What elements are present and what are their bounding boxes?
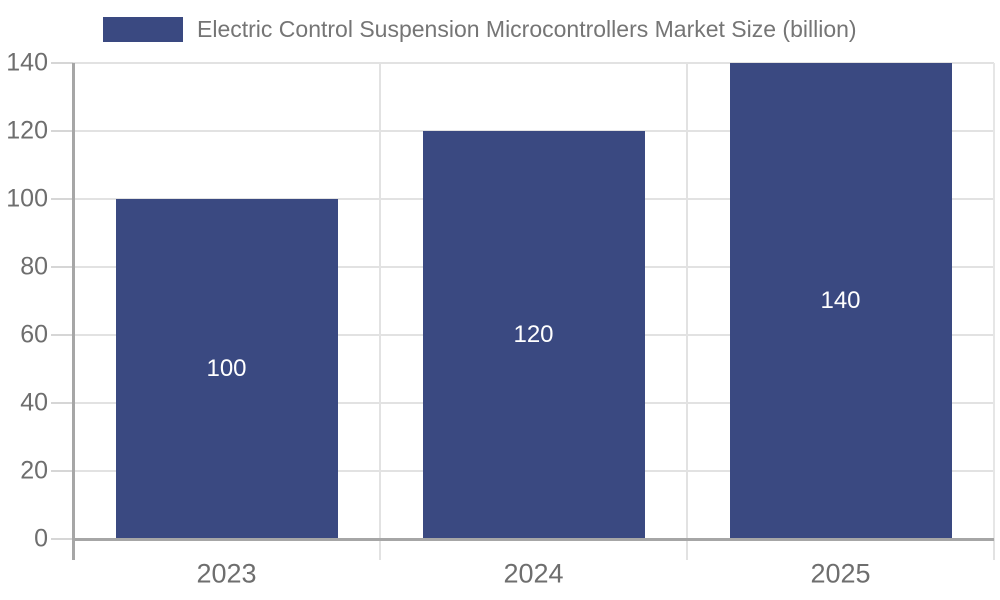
bar [729, 63, 952, 539]
legend-swatch [103, 17, 183, 42]
y-axis-tick [51, 266, 73, 268]
y-axis-label: 80 [20, 252, 48, 281]
bar-value-label: 120 [513, 321, 554, 348]
y-axis-tick [51, 198, 73, 200]
bar [115, 199, 338, 539]
y-axis-tick [51, 402, 73, 404]
plot-right-border [993, 63, 995, 539]
x-axis-line [73, 538, 994, 541]
y-axis-tick [51, 470, 73, 472]
bar-value-label: 100 [206, 355, 247, 382]
x-axis-tick [686, 539, 688, 560]
y-axis-line [72, 63, 75, 560]
y-axis-label: 120 [6, 116, 48, 145]
chart-legend[interactable]: Electric Control Suspension Microcontrol… [103, 16, 857, 43]
x-axis-label: 2025 [810, 558, 871, 589]
grid-line-h [73, 62, 994, 64]
bar-value-label: 140 [820, 287, 861, 314]
x-axis-tick [993, 539, 995, 560]
grid-line-v [686, 63, 688, 539]
y-axis-label: 100 [6, 184, 48, 213]
y-axis-tick [51, 130, 73, 132]
legend-label: Electric Control Suspension Microcontrol… [197, 16, 857, 42]
x-axis-label: 2024 [503, 558, 564, 589]
y-axis-tick [51, 62, 73, 64]
x-axis-label: 2023 [196, 558, 257, 589]
y-axis-label: 20 [20, 456, 48, 485]
grid-line-v [379, 63, 381, 539]
y-axis-tick [51, 334, 73, 336]
y-axis-label: 40 [20, 388, 48, 417]
y-axis-tick [51, 538, 73, 540]
y-axis-label: 140 [6, 48, 48, 77]
y-axis-label: 60 [20, 320, 48, 349]
x-axis-tick [379, 539, 381, 560]
y-axis-label: 0 [34, 524, 48, 553]
bar [422, 131, 645, 539]
